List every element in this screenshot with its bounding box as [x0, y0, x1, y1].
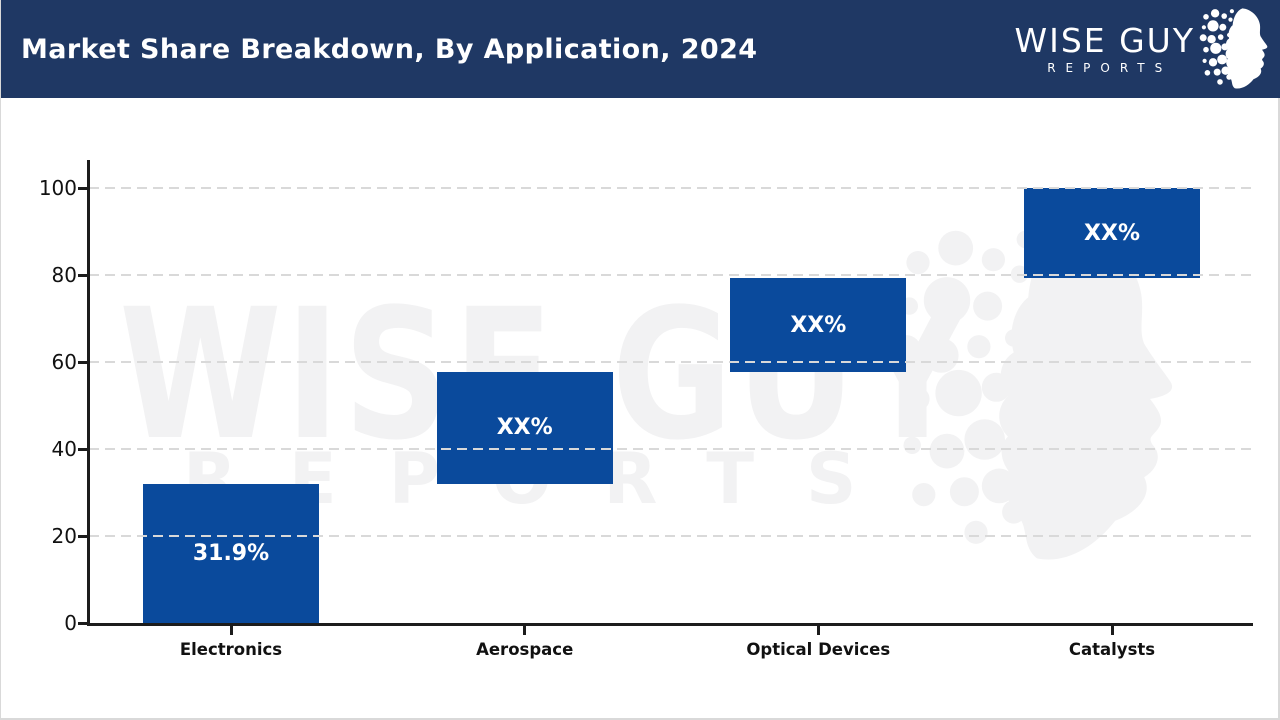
y-tick-mark-0 [78, 622, 87, 625]
y-tick-mark-60 [78, 361, 87, 364]
x-category-label-electronics: Electronics [179, 640, 283, 659]
x-category-label-aerospace: Aerospace [476, 640, 574, 659]
x-tick-mark-optical-devices [816, 626, 820, 635]
bar-value-label: XX% [1084, 220, 1140, 246]
y-tick-mark-20 [78, 535, 87, 538]
gridline-60 [89, 361, 1253, 363]
wise-guy-reports-logo: WISE GUY REPORTS [1014, 7, 1269, 91]
gridline-100 [89, 187, 1253, 189]
x-tick-mark-aerospace [523, 626, 527, 635]
gridline-80 [89, 274, 1253, 276]
bar-value-label: XX% [496, 415, 553, 441]
y-tick-label-0: 0 [64, 611, 77, 635]
bar-optical-devices: XX% [730, 278, 907, 372]
logo-brand-subtitle: REPORTS [1047, 60, 1173, 75]
y-tick-label-80: 80 [51, 263, 77, 287]
x-category-label-optical-devices: Optical Devices [746, 640, 891, 659]
y-tick-label-40: 40 [51, 437, 77, 461]
y-tick-label-60: 60 [51, 350, 77, 374]
x-category-label-catalysts: Catalysts [1068, 640, 1156, 659]
bar-electronics: 31.9% [143, 484, 319, 623]
x-tick-mark-catalysts [1110, 626, 1114, 635]
y-tick-label-100: 100 [38, 176, 77, 200]
bar-aerospace: XX% [436, 371, 613, 485]
bar-value-label: 31.9% [192, 541, 270, 567]
logo-text: WISE GUY REPORTS [1014, 24, 1195, 75]
y-tick-mark-100 [78, 187, 87, 190]
y-axis-line [87, 160, 90, 626]
bar-catalysts: XX% [1024, 188, 1200, 279]
bar-value-label: XX% [790, 312, 847, 338]
y-tick-mark-80 [78, 274, 87, 277]
header-bar: Market Share Breakdown, By Application, … [1, 0, 1280, 98]
logo-face-icon [1199, 8, 1268, 89]
page-title: Market Share Breakdown, By Application, … [21, 33, 758, 65]
logo-brand-name: WISE GUY [1014, 20, 1195, 60]
x-tick-mark-electronics [229, 626, 233, 635]
y-tick-label-20: 20 [51, 524, 77, 548]
gridline-40 [89, 448, 1253, 450]
y-tick-mark-40 [78, 448, 87, 451]
gridline-20 [89, 535, 1253, 537]
x-axis-line [87, 623, 1253, 626]
